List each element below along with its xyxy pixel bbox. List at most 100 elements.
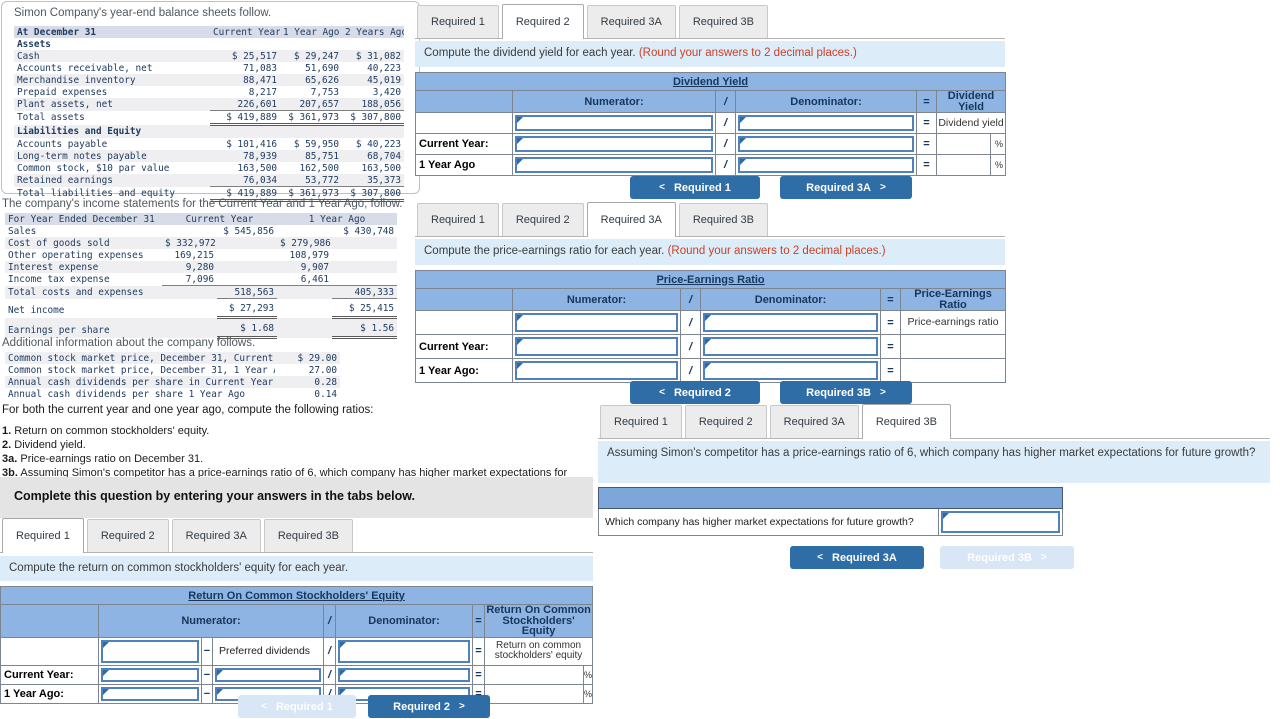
answer-input[interactable] [101, 667, 199, 682]
row-label-cell [415, 310, 513, 335]
amount: $ 419,889 [210, 110, 280, 126]
amount: 163,500 [361, 162, 401, 174]
next-button-required-2[interactable]: Required 2 > [368, 695, 490, 718]
divide-sign: / [680, 334, 701, 359]
amount: 45,019 [367, 74, 401, 86]
row-label-current-year: Current Year: [415, 133, 513, 155]
tab-required-2[interactable]: Required 2 [86, 519, 169, 552]
minus-sign: − [201, 683, 213, 704]
table-title-row: Dividend Yield [414, 72, 1007, 91]
tab-required-2[interactable]: Required 2 [684, 405, 767, 438]
ratio-name-cell: Dividend yield [935, 112, 1007, 134]
row-label: Accounts receivable, net [17, 62, 153, 74]
result-cell [484, 664, 584, 685]
tab-required-3b[interactable]: Required 3B [678, 5, 768, 38]
amount: 68,704 [367, 150, 401, 162]
answer-input[interactable] [215, 667, 321, 682]
result-cell [899, 358, 1007, 383]
chevron-left-icon: < [817, 552, 824, 563]
equals-sign: = [880, 288, 901, 311]
denominator-header: Denominator: [735, 90, 917, 113]
tab-required-1[interactable]: Required 1 [2, 518, 84, 553]
table-header-row [598, 487, 1063, 509]
tab-required-2[interactable]: Required 2 [501, 203, 584, 236]
additional-info-table: Common stock market price, December 31, … [5, 352, 340, 400]
dividend-yield-table: Dividend Yield Numerator: / Denominator:… [414, 72, 1007, 176]
one-year-ago-row: 1 Year Ago: / = [415, 358, 1007, 383]
button-label: Required 3B [967, 551, 1032, 564]
answer-input[interactable] [338, 667, 470, 682]
chevron-right-icon: > [459, 701, 465, 712]
table-row: Total assets $ 419,889 $ 361,973 $ 307,800 [14, 110, 404, 126]
denominator-header: Denominator: [700, 288, 881, 311]
instruction-required3b: Assuming Simon's competitor has a price-… [598, 441, 1270, 483]
prev-button-required-2[interactable]: < Required 2 [630, 381, 760, 404]
row-label: Net income [8, 304, 65, 316]
answer-input[interactable] [703, 337, 878, 356]
header-bar [598, 487, 1063, 509]
amount: 108,979 [289, 249, 330, 261]
tab-required-3b[interactable]: Required 3B [263, 519, 353, 552]
row-label: Annual cash dividends per share 1 Year A… [8, 388, 246, 400]
instruction-text: Compute the return on common stockholder… [9, 562, 349, 574]
current-year-row: Current Year: / = % [415, 133, 1007, 155]
row-label-one-year-ago: 1 Year Ago: [415, 358, 513, 383]
income-statement-note: The company's income statements for the … [2, 198, 403, 210]
current-year-row: Current Year: / = [415, 334, 1007, 359]
answer-input[interactable] [515, 337, 678, 356]
percent-sign: % [989, 154, 1007, 176]
answer-input[interactable] [515, 313, 678, 332]
tab-required-3a[interactable]: Required 3A [769, 405, 859, 438]
tab-required-2[interactable]: Required 2 [501, 4, 584, 39]
prev-button-required-1[interactable]: < Required 1 [630, 176, 760, 199]
answer-input[interactable] [738, 157, 914, 173]
row-label-current-year: Current Year: [0, 664, 99, 685]
price-earnings-table: Price-Earnings Ratio Numerator: / Denomi… [414, 270, 1007, 383]
return-on-equity-table: Return On Common Stockholders' Equity Nu… [0, 586, 594, 704]
answer-input[interactable] [515, 136, 713, 152]
tab-required-3b[interactable]: Required 3B [678, 203, 768, 236]
row-label: Other operating expenses [8, 249, 144, 261]
amount: 8,217 [248, 86, 277, 98]
row-label: Annual cash dividends per share in Curre… [8, 376, 274, 388]
equals-sign: = [916, 154, 937, 176]
equals-sign: = [472, 604, 485, 638]
formula-row: / = Price-earnings ratio [415, 310, 1007, 335]
answer-input[interactable] [941, 511, 1060, 533]
formula-row: − Preferred dividends / = Return on comm… [0, 636, 594, 666]
divide-sign: / [680, 358, 701, 383]
answer-input[interactable] [338, 639, 470, 663]
answer-input[interactable] [515, 361, 678, 380]
answer-input[interactable] [703, 361, 878, 380]
answer-input[interactable] [738, 136, 914, 152]
tab-required-3b[interactable]: Required 3B [861, 404, 951, 439]
prev-button-required-3a[interactable]: < Required 3A [790, 546, 924, 569]
next-button-required-3b[interactable]: Required 3B > [780, 381, 912, 404]
prev-button-required-1: < Required 1 [238, 695, 356, 718]
answer-input[interactable] [101, 639, 199, 663]
ratio-name-cell: Price-earnings ratio [899, 310, 1007, 335]
next-button-required-3a[interactable]: Required 3A > [780, 176, 912, 199]
table-row: Annual cash dividends per share 1 Year A… [5, 388, 340, 400]
minus-sign: − [201, 636, 213, 666]
answer-input[interactable] [515, 157, 713, 173]
result-header: Price-Earnings Ratio [899, 288, 1007, 311]
amount: $ 332,972 [165, 237, 216, 249]
answer-input[interactable] [515, 115, 713, 131]
amount: 3,420 [372, 86, 401, 98]
tab-required-1[interactable]: Required 1 [417, 203, 499, 236]
tab-required-3a[interactable]: Required 3A [586, 202, 676, 237]
equals-sign: = [880, 334, 901, 359]
table-row: For Year Ended December 31 Current Year … [5, 213, 398, 225]
answer-input[interactable] [101, 686, 199, 701]
amount: 88,471 [243, 74, 277, 86]
question-label: Which company has higher market expectat… [598, 508, 939, 536]
answer-input[interactable] [703, 313, 878, 332]
tab-required-3a[interactable]: Required 3A [586, 5, 676, 38]
row-label: Merchandise inventory [17, 74, 136, 86]
tab-required-1[interactable]: Required 1 [600, 405, 682, 438]
chevron-left-icon: < [261, 701, 267, 712]
answer-input[interactable] [738, 115, 914, 131]
tab-required-1[interactable]: Required 1 [417, 5, 499, 38]
tab-required-3a[interactable]: Required 3A [171, 519, 261, 552]
